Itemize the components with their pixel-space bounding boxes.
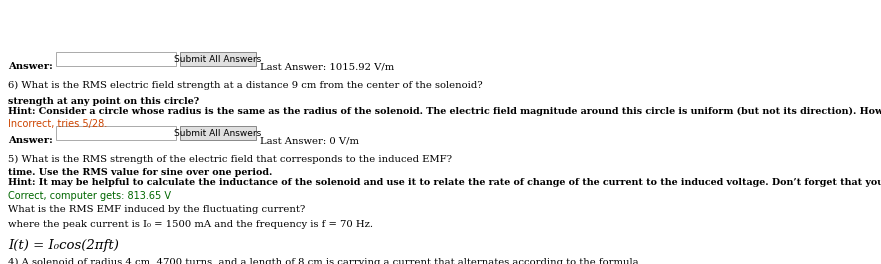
Text: Hint: It may be helpful to calculate the inductance of the solenoid and use it t: Hint: It may be helpful to calculate the… (8, 178, 881, 187)
Text: Submit All Answers: Submit All Answers (174, 129, 262, 138)
Text: Last Answer: 1015.92 V/m: Last Answer: 1015.92 V/m (260, 62, 395, 71)
Text: Hint: Consider a circle whose radius is the same as the radius of the solenoid. : Hint: Consider a circle whose radius is … (8, 107, 881, 116)
Text: Correct, computer gets: 813.65 V: Correct, computer gets: 813.65 V (8, 191, 171, 201)
Text: 6) What is the RMS electric field strength at a distance 9 cm from the center of: 6) What is the RMS electric field streng… (8, 81, 483, 90)
Text: where the peak current is I₀ = 1500 mA and the frequency is f = 70 Hz.: where the peak current is I₀ = 1500 mA a… (8, 220, 373, 229)
Text: Answer:: Answer: (8, 136, 53, 145)
Text: I(t) = I₀cos(2πft): I(t) = I₀cos(2πft) (8, 239, 119, 252)
Text: Last Answer: 0 V/m: Last Answer: 0 V/m (260, 136, 359, 145)
FancyBboxPatch shape (180, 52, 256, 66)
Text: Incorrect, tries 5/28.: Incorrect, tries 5/28. (8, 119, 107, 129)
FancyBboxPatch shape (56, 52, 176, 66)
Text: What is the RMS EMF induced by the fluctuating current?: What is the RMS EMF induced by the fluct… (8, 205, 305, 214)
Text: Answer:: Answer: (8, 62, 53, 71)
FancyBboxPatch shape (56, 126, 176, 140)
Text: 4) A solenoid of radius 4 cm, 4700 turns, and a length of 8 cm is carrying a cur: 4) A solenoid of radius 4 cm, 4700 turns… (8, 258, 639, 264)
Text: 5) What is the RMS strength of the electric field that corresponds to the induce: 5) What is the RMS strength of the elect… (8, 155, 452, 164)
Text: Submit All Answers: Submit All Answers (174, 54, 262, 64)
Text: strength at any point on this circle?: strength at any point on this circle? (8, 97, 199, 106)
Text: time. Use the RMS value for sine over one period.: time. Use the RMS value for sine over on… (8, 168, 272, 177)
FancyBboxPatch shape (180, 126, 256, 140)
